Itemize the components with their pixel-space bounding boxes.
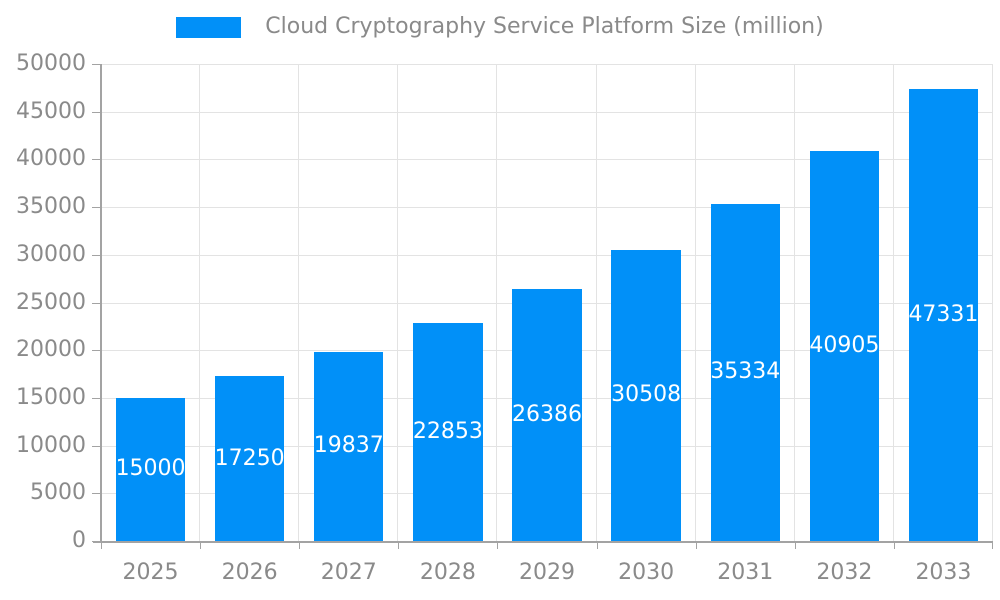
gridline-v xyxy=(496,64,498,541)
x-tick-label: 2028 xyxy=(419,560,476,585)
x-tick-label: 2029 xyxy=(519,560,575,585)
x-tick-label: 2026 xyxy=(221,560,278,585)
bar xyxy=(809,150,880,541)
legend-swatch xyxy=(176,16,242,38)
bar xyxy=(512,289,582,541)
x-tick-label: 2027 xyxy=(320,560,377,585)
bar-value-label: 17250 xyxy=(214,445,285,471)
legend-label: Cloud Cryptography Service Platform Size… xyxy=(265,14,824,39)
y-tick xyxy=(92,111,101,113)
gridline-v xyxy=(793,64,795,541)
y-tick-label: 10000 xyxy=(16,432,86,458)
bar-value-label: 30508 xyxy=(611,382,682,408)
y-tick xyxy=(92,159,101,161)
y-tick-label: 5000 xyxy=(30,480,86,506)
y-tick xyxy=(92,541,101,542)
y-tick-label: 25000 xyxy=(16,289,86,315)
plot-area: 15000 17250 19837 22853 26386 30508 35334 40905… xyxy=(92,64,993,549)
gridline-v xyxy=(397,64,399,541)
legend-item[interactable]: Cloud Cryptography Service Platform Size… xyxy=(0,14,1000,40)
x-tick xyxy=(794,541,796,549)
bar-value-label: 40905 xyxy=(809,332,880,358)
x-tick xyxy=(992,541,993,549)
x-tick xyxy=(497,541,499,549)
gridline-h xyxy=(101,159,993,161)
bar-value-label: 15000 xyxy=(115,456,186,482)
gridline-v xyxy=(595,64,597,541)
x-tick-label: 2032 xyxy=(816,560,873,585)
x-tick xyxy=(596,541,598,549)
x-axis-line xyxy=(93,541,993,543)
y-tick-label: 0 xyxy=(72,528,86,553)
y-tick-label: 20000 xyxy=(16,337,86,363)
bar xyxy=(214,376,285,541)
y-tick xyxy=(92,302,101,304)
bar-value-label: 22853 xyxy=(412,418,483,444)
y-tick-label: 40000 xyxy=(16,146,86,172)
bar xyxy=(611,249,681,541)
y-tick xyxy=(92,445,101,447)
y-tick xyxy=(92,64,101,65)
x-tick xyxy=(101,541,102,549)
bar-value-label: 19837 xyxy=(313,433,384,459)
bar-value-label: 35334 xyxy=(710,359,781,385)
bar xyxy=(710,203,780,541)
bar xyxy=(908,89,979,541)
gridline-v xyxy=(298,64,300,541)
y-tick-label: 30000 xyxy=(16,241,86,267)
y-axis-line xyxy=(100,64,102,543)
gridline-h xyxy=(101,254,993,256)
x-tick xyxy=(893,541,895,549)
gridline-h xyxy=(101,111,993,113)
x-tick-label: 2033 xyxy=(915,560,972,585)
y-tick xyxy=(92,207,101,209)
y-tick xyxy=(92,350,101,352)
x-tick xyxy=(695,541,697,549)
x-tick xyxy=(200,541,202,549)
y-tick-label: 35000 xyxy=(16,194,86,220)
x-tick xyxy=(398,541,400,549)
gridline-v xyxy=(892,64,894,541)
y-tick xyxy=(92,397,101,399)
bar xyxy=(115,397,186,541)
y-tick xyxy=(92,254,101,256)
y-tick-label: 45000 xyxy=(16,98,86,124)
bar xyxy=(413,322,483,541)
gridline-v xyxy=(694,64,696,541)
bar-value-label: 47331 xyxy=(908,302,979,328)
y-tick-label: 50000 xyxy=(16,51,86,76)
gridline-v xyxy=(992,64,993,541)
gridline-h xyxy=(101,207,993,209)
x-tick-label: 2030 xyxy=(618,560,675,585)
gridline-v xyxy=(199,64,201,541)
x-tick xyxy=(299,541,301,549)
x-tick-label: 2031 xyxy=(717,560,774,585)
y-tick xyxy=(92,493,101,495)
bar xyxy=(314,351,384,541)
y-tick-label: 15000 xyxy=(16,384,86,410)
bar-value-label: 26386 xyxy=(512,402,582,428)
x-tick-label: 2025 xyxy=(122,560,179,585)
gridline-h xyxy=(101,64,993,65)
